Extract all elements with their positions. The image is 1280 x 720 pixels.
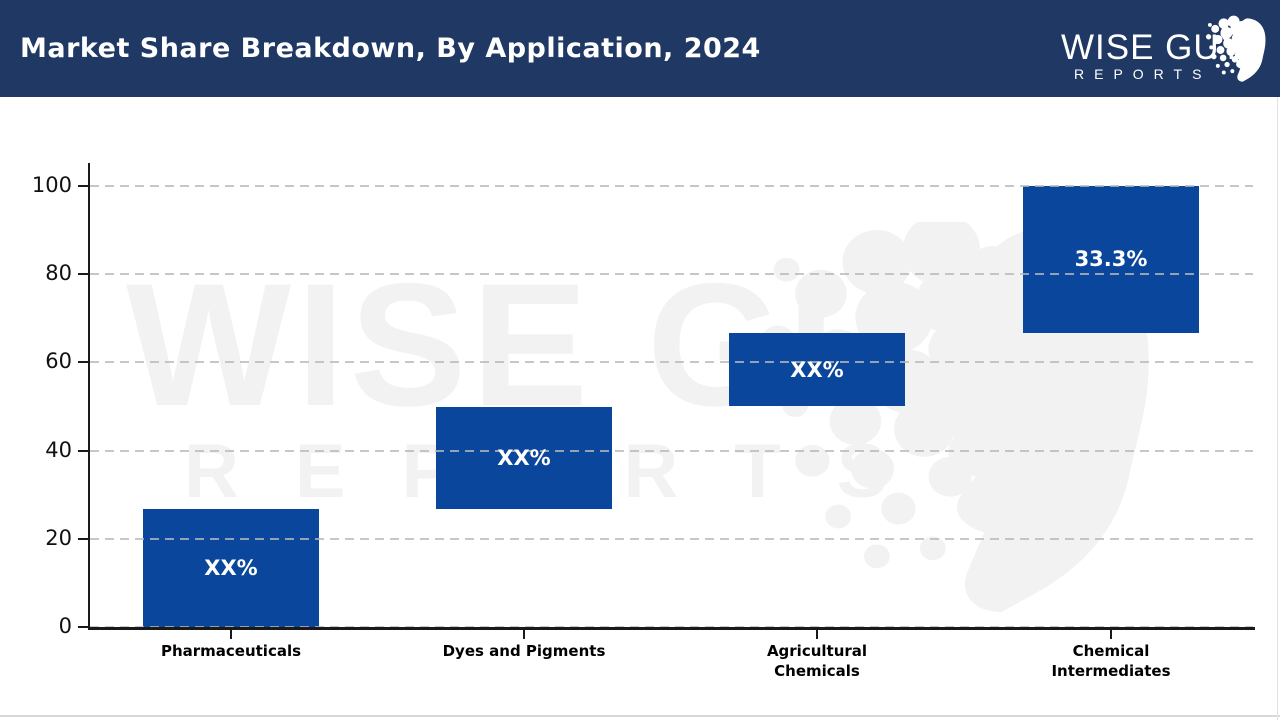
figure-border-right xyxy=(1277,97,1278,720)
bar-3 xyxy=(729,332,905,407)
y-tick-label: 100 xyxy=(31,173,72,197)
figure-border-bottom xyxy=(0,715,1280,717)
y-tick-mark xyxy=(78,537,89,540)
category-label: Pharmaceuticals xyxy=(160,642,302,660)
gridline-100 xyxy=(90,185,1253,187)
y-tick-mark xyxy=(78,361,89,364)
y-tick-label: 20 xyxy=(45,525,72,550)
category-label: Dyes and Pigments xyxy=(442,642,606,660)
bar-2 xyxy=(436,406,612,510)
wiseguy-logo: WISE GUY REPORTS xyxy=(1028,6,1268,91)
gridline-40 xyxy=(90,449,1253,452)
bar-value-label: 33.3% xyxy=(1074,247,1148,272)
y-tick-mark xyxy=(78,626,89,628)
logo-reports-text: REPORTS xyxy=(1074,66,1212,82)
bar-value-label: XX% xyxy=(790,357,844,382)
x-tick-mark xyxy=(523,630,525,639)
x-tick-mark xyxy=(230,630,232,639)
y-tick-mark xyxy=(78,449,89,452)
x-tick-mark xyxy=(1110,630,1112,639)
logo-head-icon xyxy=(1205,15,1266,82)
gridline-60 xyxy=(90,361,1253,364)
x-axis-line xyxy=(88,627,1255,630)
chart-title: Market Share Breakdown, By Application, … xyxy=(20,33,761,64)
category-label: Chemical Intermediates xyxy=(1051,642,1171,680)
gridline-20 xyxy=(90,537,1253,540)
bar-value-label: XX% xyxy=(204,556,258,581)
y-tick-mark xyxy=(78,185,89,187)
bar-value-label: XX% xyxy=(497,445,551,470)
bar-1 xyxy=(143,509,319,627)
gridline-80 xyxy=(90,273,1253,276)
y-axis-line xyxy=(88,163,90,629)
y-tick-mark xyxy=(78,273,89,276)
bar-4 xyxy=(1023,186,1199,333)
y-tick-label: 40 xyxy=(45,437,72,462)
y-tick-label: 80 xyxy=(45,261,72,286)
y-tick-label: 0 xyxy=(58,614,72,638)
category-label: Agricultural Chemicals xyxy=(766,642,868,680)
header-band: Market Share Breakdown, By Application, … xyxy=(0,0,1280,97)
y-tick-label: 60 xyxy=(45,349,72,374)
x-tick-mark xyxy=(816,630,818,639)
